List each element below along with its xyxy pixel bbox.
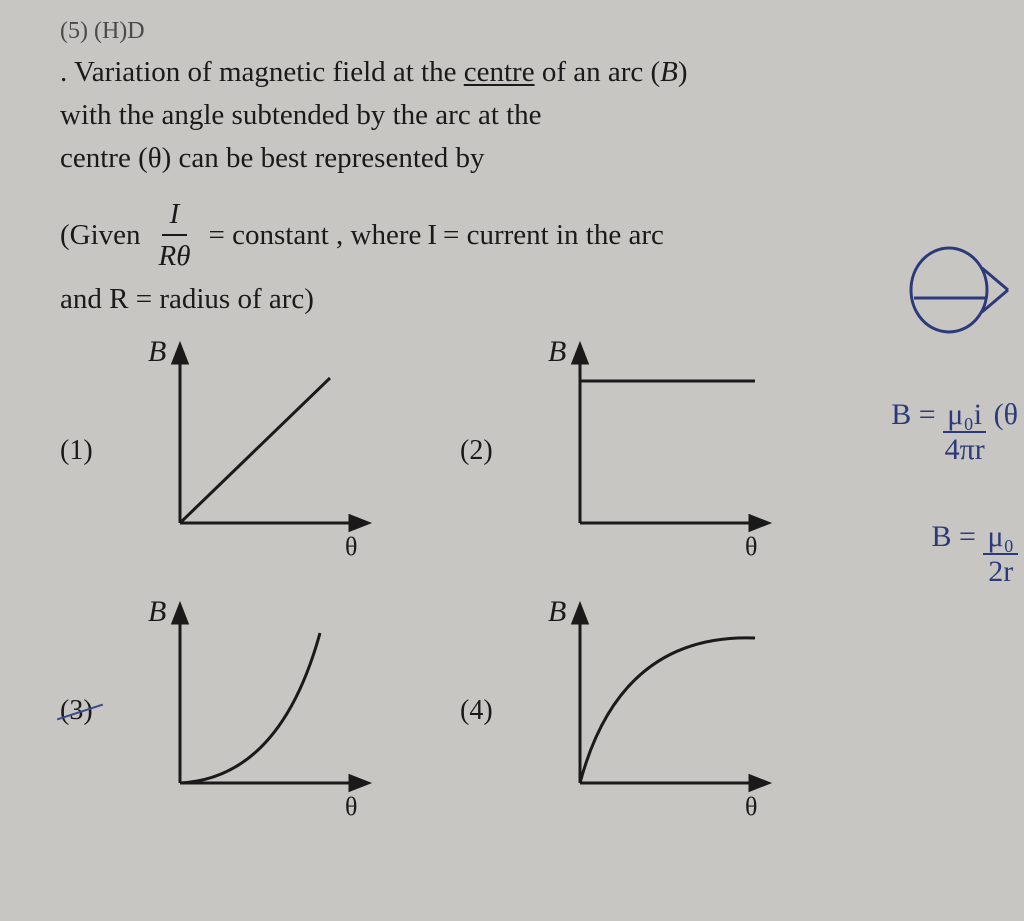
pen-eq2-lhs: B = (932, 520, 984, 553)
option-3-label: (3) (60, 695, 100, 727)
pen-eq2-den: 2r (988, 555, 1013, 588)
stem-1b: centre (464, 56, 535, 88)
q-number: . (60, 56, 67, 88)
given-fraction: I Rθ (153, 194, 197, 277)
given-line-1: (Given I Rθ = constant , where I = curre… (60, 194, 992, 277)
pen-eq1-num: μ₀i (943, 398, 986, 433)
given-mid: = constant , where (209, 215, 422, 256)
frac-num: I (162, 194, 188, 237)
plot1-xlabel: θ (345, 532, 357, 561)
question-stem: . Variation of magnetic field at the cen… (60, 51, 992, 180)
stem-3: centre (θ) can be best represented by (60, 142, 485, 174)
pen-equation-1: B = μ₀i 4πr (θ (891, 398, 1018, 466)
pen-eq2-num: μ₀ (983, 520, 1018, 555)
stem-1d: B (660, 56, 678, 88)
pen-eq2-frac: μ₀ 2r (983, 520, 1018, 588)
given-prefix: (Given (60, 215, 141, 256)
pen-eq1-frac: μ₀i 4πr (943, 398, 986, 466)
frac-den: Rθ (153, 236, 197, 277)
plot4-xlabel: θ (745, 792, 757, 821)
stem-2: with the angle subtended by the arc at t… (60, 99, 542, 131)
pen-eq1-suffix: (θ (994, 398, 1018, 431)
option-3-plot: B θ (130, 593, 430, 828)
option-4-label: (4) (460, 695, 500, 727)
option-4-plot: B θ (530, 593, 830, 828)
plot3-xlabel: θ (345, 792, 357, 821)
option-1-label: (1) (60, 435, 100, 467)
given-I: I (427, 215, 437, 256)
given-line-2: and R = radius of arc) (60, 283, 992, 316)
options-grid: (1) B θ (2) B (60, 326, 992, 836)
plot3-ylabel: B (148, 595, 166, 628)
stem-1e: ) (678, 56, 688, 88)
option-1-plot: B θ (130, 333, 430, 568)
option-2-plot: B θ (530, 333, 830, 568)
previous-fragment: (5) (H)D (60, 18, 992, 45)
given2-b: R (109, 283, 128, 315)
plot4-ylabel: B (548, 595, 566, 628)
given-suffix: = current in the arc (443, 215, 664, 256)
option-2-label: (2) (460, 435, 500, 467)
pen-equation-2: B = μ₀ 2r (932, 520, 1018, 588)
given2-a: and (60, 283, 109, 315)
stem-1a: Variation of magnetic field at the (74, 56, 464, 88)
stem-1c: of an arc ( (535, 56, 661, 88)
plot2-ylabel: B (548, 335, 566, 368)
plot2-xlabel: θ (745, 532, 757, 561)
plot1-ylabel: B (148, 335, 166, 368)
pen-eq1-lhs: B = (891, 398, 943, 431)
given2-c: = radius of arc) (128, 283, 313, 315)
pen-arc-sketch (904, 240, 1014, 340)
pen-eq1-den: 4πr (945, 433, 985, 466)
